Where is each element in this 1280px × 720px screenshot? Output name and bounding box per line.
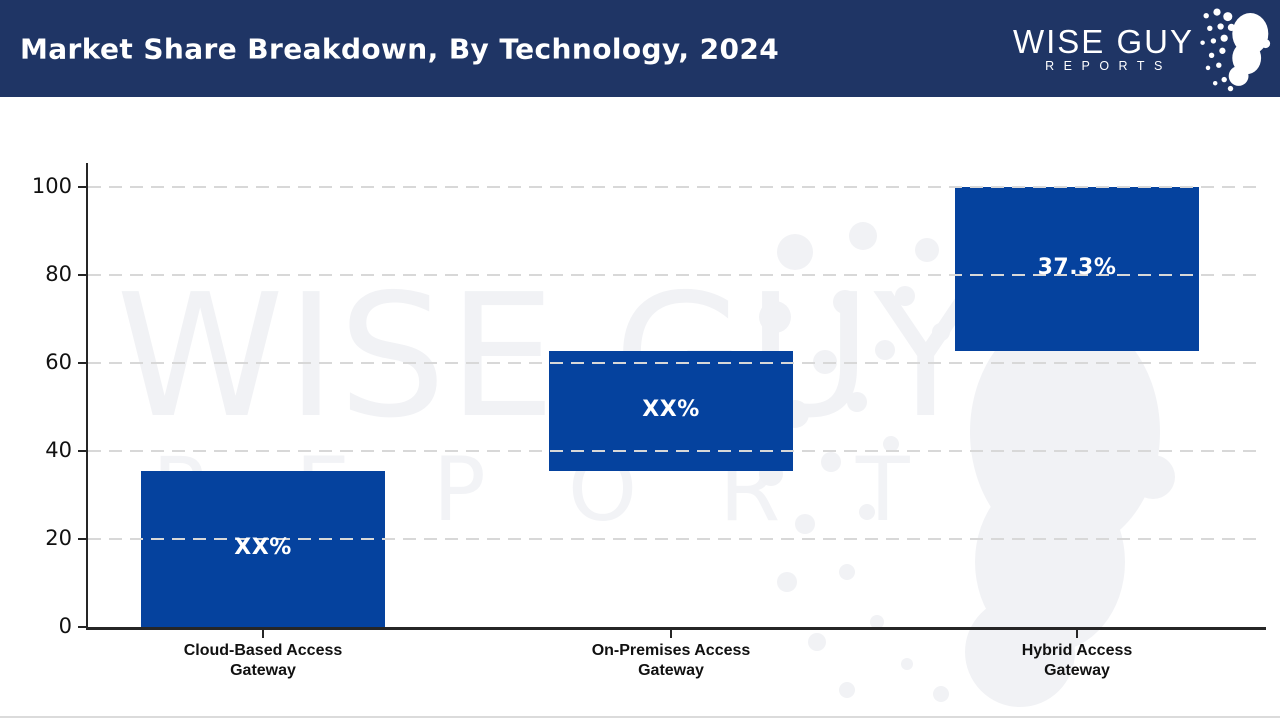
- y-axis-tick-label: 0: [58, 614, 72, 638]
- x-axis-line: [86, 627, 1266, 630]
- x-tick-mark: [262, 630, 264, 638]
- y-axis-tick-label: 40: [45, 438, 72, 462]
- gridline-60: [88, 362, 1264, 364]
- footer-divider: [0, 716, 1280, 718]
- dotted-head-logo-icon: [1200, 8, 1271, 92]
- y-axis-tick-label: 80: [45, 262, 72, 286]
- bar-segment-1: [141, 470, 385, 627]
- y-tick-mark: [78, 274, 88, 276]
- brand-name: WISE GUY: [1012, 22, 1194, 60]
- bar-value-label-3: 37.3%: [1037, 255, 1117, 281]
- bar-value-label-2: XX%: [642, 396, 700, 422]
- x-axis-category-label-2: On-Premises Access Gateway: [591, 642, 751, 680]
- y-axis-line: [86, 163, 88, 630]
- brand-subtitle: REPORTS: [1045, 59, 1172, 74]
- header-bar: Market Share Breakdown, By Technology, 2…: [0, 0, 1280, 97]
- chart-title: Market Share Breakdown, By Technology, 2…: [20, 32, 780, 65]
- y-axis-tick-label: 100: [31, 174, 72, 198]
- gridline-100: [88, 186, 1264, 188]
- gridline-20: [88, 538, 1264, 540]
- x-tick-mark: [670, 630, 672, 638]
- brand-logo-text: WISE GUY REPORTS: [1012, 22, 1194, 74]
- y-tick-mark: [78, 186, 88, 188]
- bar-segment-3: [955, 187, 1199, 352]
- watermark-dotted-head-icon: [759, 222, 1175, 707]
- y-tick-mark: [78, 626, 88, 628]
- x-tick-mark: [1076, 630, 1078, 638]
- gridline-80: [88, 274, 1264, 276]
- x-axis-category-label-3: Hybrid Access Gateway: [1021, 642, 1133, 680]
- y-tick-mark: [78, 362, 88, 364]
- bar-value-label-1: XX%: [234, 534, 292, 560]
- brand-logo: WISE GUY REPORTS: [1013, 4, 1272, 94]
- x-axis-category-label-1: Cloud-Based Access Gateway: [183, 642, 343, 680]
- y-axis-tick-label: 60: [45, 350, 72, 374]
- y-tick-mark: [78, 538, 88, 540]
- gridline-40: [88, 450, 1264, 452]
- y-axis-tick-label: 20: [45, 526, 72, 550]
- y-tick-mark: [78, 450, 88, 452]
